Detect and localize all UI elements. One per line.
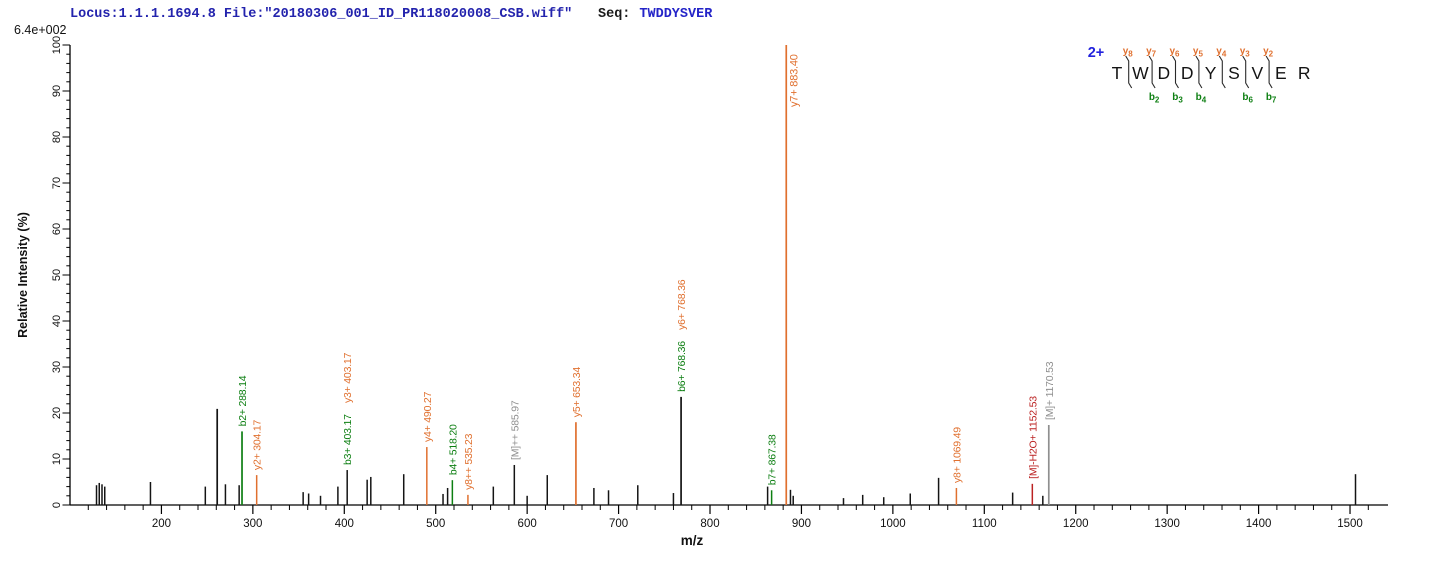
x-tick-label: 500 (426, 518, 445, 530)
y-axis: 0 10 20 30 40 50 60 70 80 90 100 (51, 36, 71, 508)
header-sequence: Seq: TWDDYSVER (598, 7, 712, 22)
residue-letter: D (1181, 63, 1194, 83)
y-ion-label: y4 (1216, 46, 1227, 59)
residue-letter: R (1298, 63, 1311, 83)
peak-label: [M]++ 585.97 (509, 400, 521, 460)
header-seq-label: Seq: (598, 7, 631, 22)
y-axis-title: Relative Intensity (%) (16, 212, 30, 338)
x-tick-label: 200 (152, 518, 171, 530)
b-ion-label: b4 (1196, 92, 1207, 105)
fragment-divider (1125, 55, 1133, 89)
x-tick-label: 1500 (1337, 518, 1363, 530)
y-ion-label: y2 (1263, 46, 1274, 59)
peak-label: y4+ 490.27 (422, 391, 434, 442)
y-ion-label: y5 (1193, 46, 1204, 59)
peak-label: b4+ 518.20 (447, 424, 459, 475)
y-tick-label: 0 (51, 502, 63, 508)
x-tick-label: 1300 (1154, 518, 1180, 530)
x-tick-label: 1100 (972, 518, 997, 530)
peak-label: y2+ 304.17 (252, 419, 264, 470)
y-tick-label: 10 (51, 453, 63, 465)
fragment-divider (1172, 55, 1179, 89)
peak-label: [M]+ 1170.53 (1044, 361, 1056, 420)
peak-label: [M]-H2O+ 1152.53 (1027, 396, 1039, 479)
x-tick-label: 1400 (1246, 518, 1272, 530)
x-axis: 200 300 400 500 600 700 800 900 1000 1100 1200 1300… (70, 504, 1388, 530)
peak-label: y6+ 768.36 (676, 279, 688, 330)
peak-label: b2+ 288.14 (237, 375, 249, 426)
peak-label: y8++ 535.23 (463, 433, 475, 490)
y-tick-label: 70 (51, 177, 63, 189)
header-locus-file: Locus:1.1.1.1694.8 File:"20180306_001_ID… (70, 7, 573, 22)
residue-letter: D (1157, 63, 1170, 83)
b-ion-label: b2 (1149, 92, 1160, 105)
y-ion-label: y8 (1123, 46, 1134, 59)
residue-letter: E (1275, 63, 1287, 83)
fragment-divider (1148, 55, 1156, 89)
x-axis-title: m/z (681, 533, 704, 548)
b-ion-label: b6 (1242, 92, 1253, 105)
x-tick-label: 700 (609, 518, 628, 530)
b-ion-label: b7 (1266, 92, 1277, 105)
x-tick-label: 900 (792, 518, 811, 530)
peak-label: y7+ 883.40 (788, 54, 800, 107)
y-tick-label: 100 (51, 36, 63, 54)
x-tick-label: 400 (335, 518, 354, 530)
fragment-divider (1242, 55, 1250, 89)
residue-letter: W (1132, 63, 1149, 83)
b-ion-label: b3 (1172, 92, 1183, 105)
precursor-charge: 2+ (1088, 45, 1105, 61)
y-tick-label: 60 (51, 223, 63, 235)
peak-label: y5+ 653.34 (571, 367, 583, 418)
x-tick-label: 300 (243, 518, 262, 530)
x-tick-label: 800 (700, 518, 719, 530)
peak-label: b3+ 403.17 (342, 414, 354, 465)
y-tick-label: 80 (51, 131, 63, 143)
y-ion-label: y3 (1240, 46, 1251, 59)
y-tick-label: 40 (51, 315, 63, 327)
y-tick-label: 90 (51, 85, 63, 97)
y-tick-label: 50 (51, 269, 63, 281)
peak-label: y3+ 403.17 (342, 352, 354, 403)
intensity-scale-label: 6.4e+002 (14, 23, 67, 37)
x-tick-label: 1000 (880, 518, 906, 530)
header-seq-value: TWDDYSVER (639, 7, 713, 22)
peak-label: y8+ 1069.49 (951, 427, 963, 483)
x-tick-label: 600 (518, 518, 537, 530)
peak-label: b7+ 867.38 (767, 434, 779, 485)
residue-letter: Y (1205, 63, 1217, 83)
residue-letter: S (1228, 63, 1240, 83)
fragment-divider (1265, 55, 1273, 89)
fragment-divider (1218, 55, 1226, 89)
y-tick-label: 20 (51, 407, 63, 419)
y-ion-label: y6 (1169, 46, 1180, 59)
y-tick-label: 30 (51, 361, 63, 373)
x-tick-label: 1200 (1063, 518, 1089, 530)
peak-label: b6+ 768.36 (676, 341, 688, 392)
residue-letter: V (1252, 63, 1264, 83)
y-ion-label: y7 (1146, 46, 1157, 59)
residue-letter: T (1112, 63, 1123, 83)
fragment-divider (1195, 55, 1203, 89)
peaks-layer (95, 45, 1357, 505)
